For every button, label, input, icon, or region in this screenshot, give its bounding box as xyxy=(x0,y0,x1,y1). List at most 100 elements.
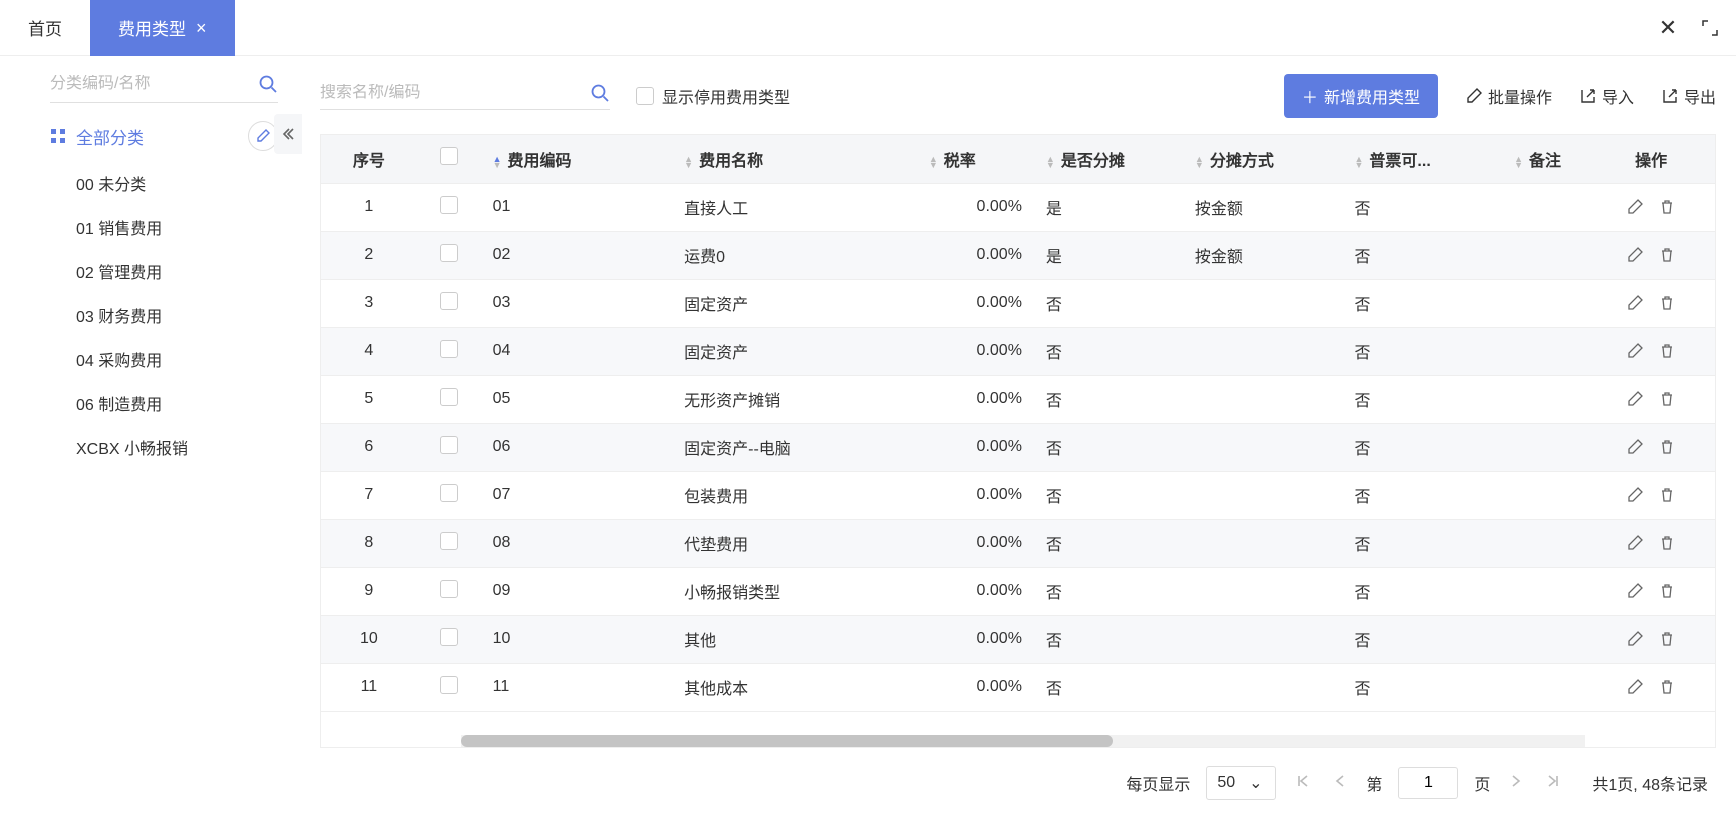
edit-row-button[interactable] xyxy=(1627,487,1643,503)
delete-row-button[interactable] xyxy=(1659,631,1675,647)
sidebar-item[interactable]: 04 采购费用 xyxy=(50,337,278,381)
col-normal[interactable]: ▲▼普票可... xyxy=(1343,135,1503,183)
col-code[interactable]: ▲▼费用编码 xyxy=(481,135,673,183)
col-rate[interactable]: ▲▼税率 xyxy=(917,135,1034,183)
sidebar-root[interactable]: 全部分类 xyxy=(50,121,278,151)
col-name[interactable]: ▲▼费用名称 xyxy=(672,135,917,183)
search-icon[interactable] xyxy=(590,83,610,103)
add-button[interactable]: ＋ 新增费用类型 xyxy=(1284,74,1438,118)
import-button[interactable]: 导入 xyxy=(1580,84,1634,108)
cell-checkbox[interactable] xyxy=(417,567,481,615)
delete-row-button[interactable] xyxy=(1659,535,1675,551)
checkbox-icon[interactable] xyxy=(440,147,458,165)
edit-row-button[interactable] xyxy=(1627,199,1643,215)
checkbox-icon xyxy=(440,484,458,502)
edit-row-button[interactable] xyxy=(1627,391,1643,407)
cell-allocate: 否 xyxy=(1034,663,1183,711)
cell-rate: 0.00% xyxy=(917,327,1034,375)
tab-expense-type-label: 费用类型 xyxy=(118,15,186,40)
cell-remark xyxy=(1502,663,1587,711)
tab-home[interactable]: 首页 xyxy=(0,0,90,56)
collapse-sidebar-button[interactable] xyxy=(274,114,302,154)
cell-rate: 0.00% xyxy=(917,375,1034,423)
cell-checkbox[interactable] xyxy=(417,183,481,231)
close-icon[interactable]: × xyxy=(196,19,207,37)
pagination: 每页显示 50 ⌄ 第 页 共1页, 48条记录 xyxy=(320,748,1716,818)
per-page-select[interactable]: 50 ⌄ xyxy=(1206,766,1276,800)
last-page-button[interactable] xyxy=(1542,774,1564,793)
delete-row-button[interactable] xyxy=(1659,583,1675,599)
batch-button[interactable]: 批量操作 xyxy=(1466,84,1552,108)
cell-name: 代垫费用 xyxy=(672,519,917,567)
toolbar-search-input[interactable] xyxy=(320,84,590,102)
sidebar-search-input[interactable] xyxy=(50,75,258,93)
cell-seq: 6 xyxy=(321,423,417,471)
page-input[interactable] xyxy=(1398,767,1458,799)
cell-ops xyxy=(1587,663,1715,711)
content: 显示停用费用类型 ＋ 新增费用类型 批量操作 导入 xyxy=(300,56,1736,818)
cell-remark xyxy=(1502,375,1587,423)
sort-icon: ▲▼ xyxy=(1195,156,1204,168)
col-checkbox[interactable] xyxy=(417,135,481,183)
sidebar-item[interactable]: 00 未分类 xyxy=(50,161,278,205)
cell-normal: 否 xyxy=(1343,615,1503,663)
edit-row-button[interactable] xyxy=(1627,439,1643,455)
next-page-button[interactable] xyxy=(1506,774,1526,793)
cell-normal: 否 xyxy=(1343,567,1503,615)
cell-checkbox[interactable] xyxy=(417,471,481,519)
sidebar: 全部分类 00 未分类01 销售费用02 管理费用03 财务费用04 采购费用0… xyxy=(0,56,300,818)
delete-row-button[interactable] xyxy=(1659,487,1675,503)
edit-row-button[interactable] xyxy=(1627,583,1643,599)
search-icon[interactable] xyxy=(258,74,278,94)
col-remark[interactable]: ▲▼备注 xyxy=(1502,135,1587,183)
page-prefix: 第 xyxy=(1366,771,1382,795)
sidebar-item[interactable]: 02 管理费用 xyxy=(50,249,278,293)
sidebar-item[interactable]: 01 销售费用 xyxy=(50,205,278,249)
delete-row-button[interactable] xyxy=(1659,247,1675,263)
edit-row-button[interactable] xyxy=(1627,679,1643,695)
edit-row-button[interactable] xyxy=(1627,631,1643,647)
cell-checkbox[interactable] xyxy=(417,615,481,663)
cell-name: 无形资产摊销 xyxy=(672,375,917,423)
sidebar-item[interactable]: 03 财务费用 xyxy=(50,293,278,337)
cell-checkbox[interactable] xyxy=(417,519,481,567)
delete-row-button[interactable] xyxy=(1659,679,1675,695)
close-all-icon[interactable]: ✕ xyxy=(1656,16,1680,40)
cell-checkbox[interactable] xyxy=(417,423,481,471)
cell-seq: 7 xyxy=(321,471,417,519)
page-suffix: 页 xyxy=(1474,771,1490,795)
prev-page-button[interactable] xyxy=(1330,774,1350,793)
cell-checkbox[interactable] xyxy=(417,231,481,279)
cell-allocate: 否 xyxy=(1034,327,1183,375)
edit-row-button[interactable] xyxy=(1627,535,1643,551)
horizontal-scrollbar[interactable] xyxy=(461,735,1585,747)
delete-row-button[interactable] xyxy=(1659,199,1675,215)
cell-checkbox[interactable] xyxy=(417,279,481,327)
expand-icon[interactable] xyxy=(1698,16,1722,40)
tab-bar: 首页 费用类型 × ✕ xyxy=(0,0,1736,56)
edit-row-button[interactable] xyxy=(1627,343,1643,359)
cell-normal: 否 xyxy=(1343,663,1503,711)
col-allocate[interactable]: ▲▼是否分摊 xyxy=(1034,135,1183,183)
cell-checkbox[interactable] xyxy=(417,327,481,375)
export-button[interactable]: 导出 xyxy=(1662,84,1716,108)
delete-row-button[interactable] xyxy=(1659,343,1675,359)
first-page-button[interactable] xyxy=(1292,774,1314,793)
cell-normal: 否 xyxy=(1343,279,1503,327)
cell-checkbox[interactable] xyxy=(417,375,481,423)
edit-row-button[interactable] xyxy=(1627,247,1643,263)
sidebar-item[interactable]: XCBX 小畅报销 xyxy=(50,425,278,469)
edit-row-button[interactable] xyxy=(1627,295,1643,311)
show-disabled-checkbox[interactable]: 显示停用费用类型 xyxy=(636,84,790,108)
cell-remark xyxy=(1502,231,1587,279)
delete-row-button[interactable] xyxy=(1659,439,1675,455)
delete-row-button[interactable] xyxy=(1659,295,1675,311)
col-method[interactable]: ▲▼分摊方式 xyxy=(1183,135,1343,183)
sidebar-item[interactable]: 06 制造费用 xyxy=(50,381,278,425)
import-icon xyxy=(1580,88,1596,104)
col-seq[interactable]: 序号 xyxy=(321,135,417,183)
cell-normal: 否 xyxy=(1343,375,1503,423)
delete-row-button[interactable] xyxy=(1659,391,1675,407)
tab-expense-type[interactable]: 费用类型 × xyxy=(90,0,235,56)
cell-checkbox[interactable] xyxy=(417,663,481,711)
